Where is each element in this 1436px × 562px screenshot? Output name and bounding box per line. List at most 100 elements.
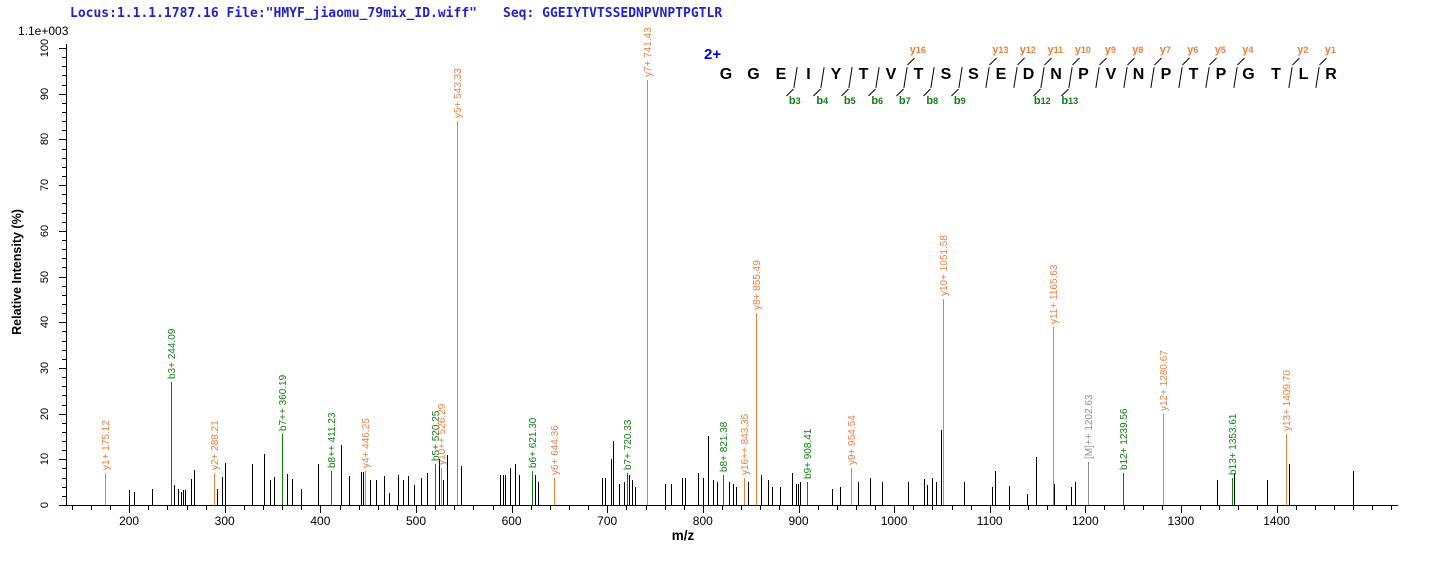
b-ion-peak bbox=[1232, 477, 1234, 505]
x-minor-tick bbox=[1123, 506, 1125, 510]
b-ion-label: b9 bbox=[953, 95, 966, 107]
unassigned-peak bbox=[177, 488, 179, 505]
b-ion-label: b5 bbox=[843, 95, 856, 107]
y-minor-tick bbox=[62, 176, 66, 177]
x-tick-label: 700 bbox=[597, 514, 618, 528]
y-ion-label: y16 bbox=[909, 44, 926, 56]
ion-number: 8 bbox=[933, 96, 939, 106]
y-major-tick bbox=[59, 276, 66, 278]
unassigned-peak bbox=[703, 477, 705, 505]
unassigned-peak bbox=[857, 482, 859, 505]
y-ion-leader-line bbox=[1181, 57, 1190, 66]
peak-annotation-label: b3+ 244.09 bbox=[167, 328, 179, 379]
b-ion-label: b13 bbox=[1061, 95, 1079, 107]
residue-letter: S bbox=[968, 66, 979, 83]
residue-letter: S bbox=[940, 66, 952, 83]
peak-annotation-label: y11+ 1165.63 bbox=[1048, 264, 1060, 324]
unassigned-peak bbox=[684, 477, 686, 505]
x-minor-tick bbox=[1027, 506, 1029, 510]
y-ion-label: y4 bbox=[1242, 44, 1254, 56]
x-major-tick bbox=[129, 506, 131, 513]
unassigned-peak bbox=[963, 482, 965, 505]
x-tick-label: 500 bbox=[405, 514, 427, 528]
unassigned-peak bbox=[991, 486, 993, 505]
unassigned-peak bbox=[601, 477, 603, 505]
b-ion-label: b7 bbox=[898, 95, 911, 107]
x-minor-tick bbox=[970, 506, 972, 510]
unassigned-peak bbox=[427, 473, 429, 505]
y-tick-label: 70 bbox=[39, 178, 51, 192]
unassigned-peak bbox=[732, 484, 734, 505]
y-minor-tick bbox=[62, 221, 66, 223]
y-ion-leader-line bbox=[1291, 57, 1300, 66]
y-minor-tick bbox=[62, 66, 66, 68]
precursor-charge-label: 2+ bbox=[704, 46, 722, 63]
ion-number: 5 bbox=[1220, 45, 1226, 55]
y-minor-tick bbox=[62, 486, 66, 488]
unassigned-peak bbox=[1070, 486, 1072, 505]
x-minor-tick bbox=[492, 506, 494, 510]
x-minor-tick bbox=[530, 506, 532, 510]
b-ion-label: b12 bbox=[1033, 95, 1051, 107]
ion-number: 4 bbox=[1248, 45, 1254, 55]
y-ion-peak bbox=[441, 468, 443, 505]
y-minor-tick bbox=[62, 239, 66, 241]
unassigned-peak bbox=[447, 454, 448, 505]
unassigned-peak bbox=[502, 475, 504, 505]
header-line: Locus:1.1.1.1787.16 File:"HMYF_jiaomu_79… bbox=[70, 6, 722, 21]
x-tick-label: 1000 bbox=[880, 514, 908, 528]
y-tick-label: 50 bbox=[39, 270, 51, 283]
residue-letter: T bbox=[1188, 66, 1199, 83]
unassigned-peak bbox=[461, 466, 463, 505]
ion-number: 8 bbox=[1138, 45, 1144, 55]
x-major-tick bbox=[224, 506, 226, 513]
x-minor-tick bbox=[167, 506, 169, 510]
ion-number: 7 bbox=[1165, 45, 1171, 55]
y-major-tick bbox=[59, 505, 66, 506]
y-ion-leader-line bbox=[1126, 57, 1135, 66]
y-tick-label: 20 bbox=[39, 407, 51, 420]
unassigned-peak bbox=[932, 477, 934, 505]
unassigned-peak bbox=[840, 486, 842, 505]
x-minor-tick bbox=[1238, 506, 1240, 510]
ion-number: 12 bbox=[1025, 45, 1036, 55]
ion-number: 13 bbox=[998, 45, 1009, 55]
y-tick-label: 40 bbox=[39, 316, 51, 329]
y-minor-tick bbox=[62, 258, 66, 260]
y-ion-leader-line bbox=[1016, 57, 1025, 66]
residue-letter: P bbox=[1215, 66, 1227, 83]
unassigned-peak bbox=[375, 479, 377, 505]
y-minor-tick bbox=[62, 477, 66, 479]
x-major-tick bbox=[416, 506, 417, 513]
y-ion-peak bbox=[213, 473, 215, 505]
y-major-tick bbox=[59, 185, 66, 187]
x-minor-tick bbox=[664, 506, 666, 510]
unassigned-peak bbox=[317, 463, 319, 505]
residue-letter: N bbox=[1050, 66, 1062, 83]
y-minor-tick bbox=[62, 285, 66, 287]
x-minor-tick bbox=[760, 506, 762, 510]
unassigned-peak bbox=[420, 477, 422, 505]
y-major-tick bbox=[59, 230, 66, 232]
y-minor-tick bbox=[62, 331, 66, 333]
y-ion-leader-line bbox=[1209, 57, 1218, 66]
y-ion-peak bbox=[1162, 413, 1164, 505]
y-minor-tick bbox=[62, 57, 66, 59]
peak-annotation-label: y10+ 1051.58 bbox=[939, 235, 951, 297]
unassigned-peak bbox=[748, 482, 750, 505]
y-ion-peak bbox=[364, 470, 366, 505]
b-ion-peak bbox=[723, 475, 725, 505]
residue-letter: R bbox=[1325, 66, 1337, 83]
unassigned-peak bbox=[152, 488, 154, 505]
y-ion-leader-line bbox=[989, 57, 998, 66]
unassigned-peak bbox=[670, 484, 672, 505]
unassigned-peak bbox=[940, 430, 942, 505]
residue-letter: G bbox=[747, 66, 760, 83]
y-ion-leader-line bbox=[1319, 57, 1328, 66]
x-minor-tick bbox=[836, 506, 838, 510]
unassigned-peak bbox=[681, 477, 683, 505]
residue-letter: N bbox=[1132, 66, 1145, 83]
y-minor-tick bbox=[62, 358, 66, 360]
unassigned-peak bbox=[613, 441, 614, 505]
b-ion-peak bbox=[331, 470, 333, 505]
